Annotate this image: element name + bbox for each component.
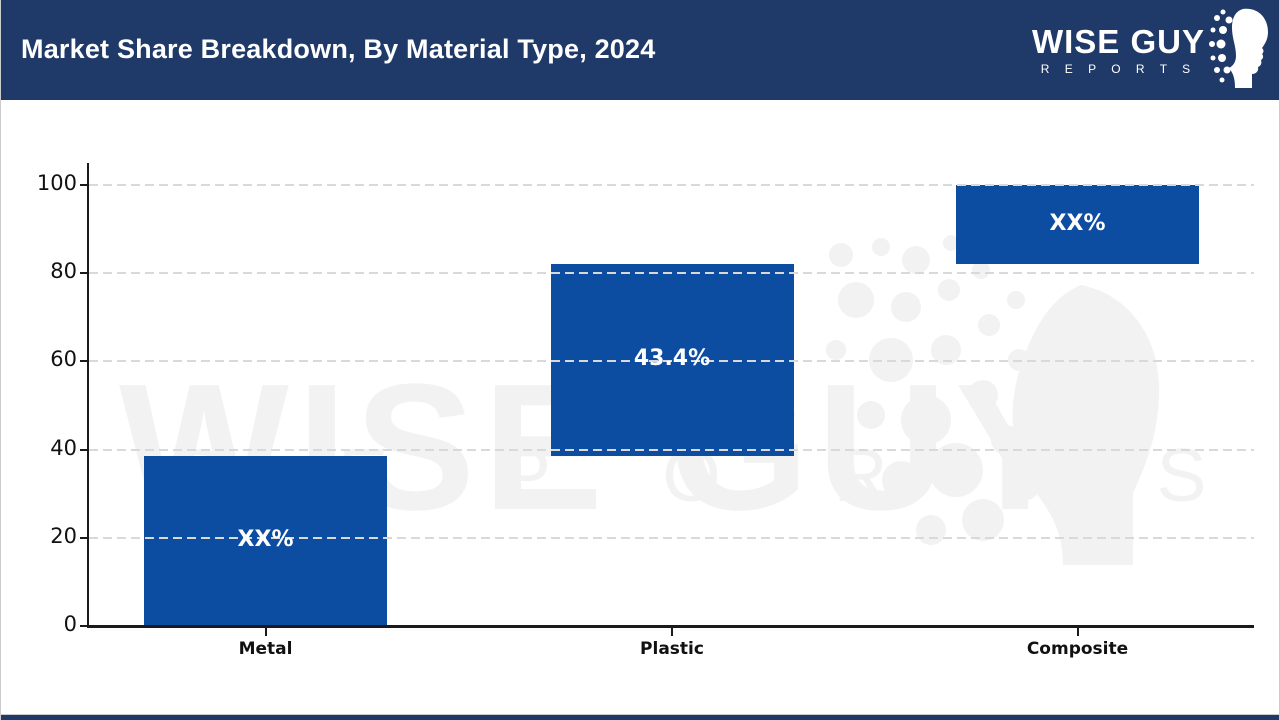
x-axis-category-label: Composite xyxy=(1026,639,1129,659)
x-axis-line xyxy=(87,625,1254,628)
chart-area: WISE GUY R E P O R T S 0 20 4 xyxy=(1,100,1279,714)
page-title: Market Share Breakdown, By Material Type… xyxy=(21,34,656,64)
brand-subtext: R E P O R T S xyxy=(1040,61,1197,76)
brand-wordmark: WISE GUY xyxy=(1031,23,1205,61)
y-axis-tick-label: 20 xyxy=(50,523,77,548)
y-axis-tick-label: 0 xyxy=(63,612,77,636)
gridline xyxy=(89,536,1254,539)
bar-metal xyxy=(144,455,387,626)
y-axis-line xyxy=(87,163,89,628)
gridline xyxy=(89,184,1254,186)
gridline xyxy=(89,448,1254,451)
y-axis-tick-label: 60 xyxy=(50,347,77,372)
bar-composite xyxy=(956,185,1199,265)
chart-header: Market Share Breakdown, By Material Type… xyxy=(1,0,1279,100)
x-axis-tick xyxy=(264,628,267,636)
bar-value-label: 43.4% xyxy=(633,346,711,372)
bar-value-label: XX% xyxy=(1049,210,1106,236)
bar-plastic xyxy=(550,264,794,456)
y-axis-tick xyxy=(80,448,88,451)
brand-logo-text: WISE GUY R E P O R T S xyxy=(1032,25,1205,76)
y-axis-tick xyxy=(80,625,88,627)
y-axis-tick-label: 40 xyxy=(50,435,77,460)
x-axis-category-label: Metal xyxy=(238,639,293,659)
y-axis-tick xyxy=(80,360,88,363)
footer-bar xyxy=(1,714,1279,720)
watermark-head-graphic xyxy=(801,225,1201,580)
y-axis-tick-label: 80 xyxy=(50,259,77,284)
gridline xyxy=(89,360,1254,363)
x-axis-tick xyxy=(1076,628,1079,636)
y-axis-tick xyxy=(80,184,88,186)
bar-value-label: XX% xyxy=(237,526,294,552)
x-axis-category-label: Plastic xyxy=(640,639,704,659)
gridline xyxy=(89,272,1254,275)
x-axis-tick xyxy=(671,628,673,636)
y-axis-tick xyxy=(80,272,88,275)
logo-head-icon xyxy=(1209,6,1271,95)
y-axis-tick xyxy=(80,536,88,539)
brand-logo: WISE GUY R E P O R T S xyxy=(1032,6,1271,95)
y-axis-tick-label: 100 xyxy=(36,171,77,195)
